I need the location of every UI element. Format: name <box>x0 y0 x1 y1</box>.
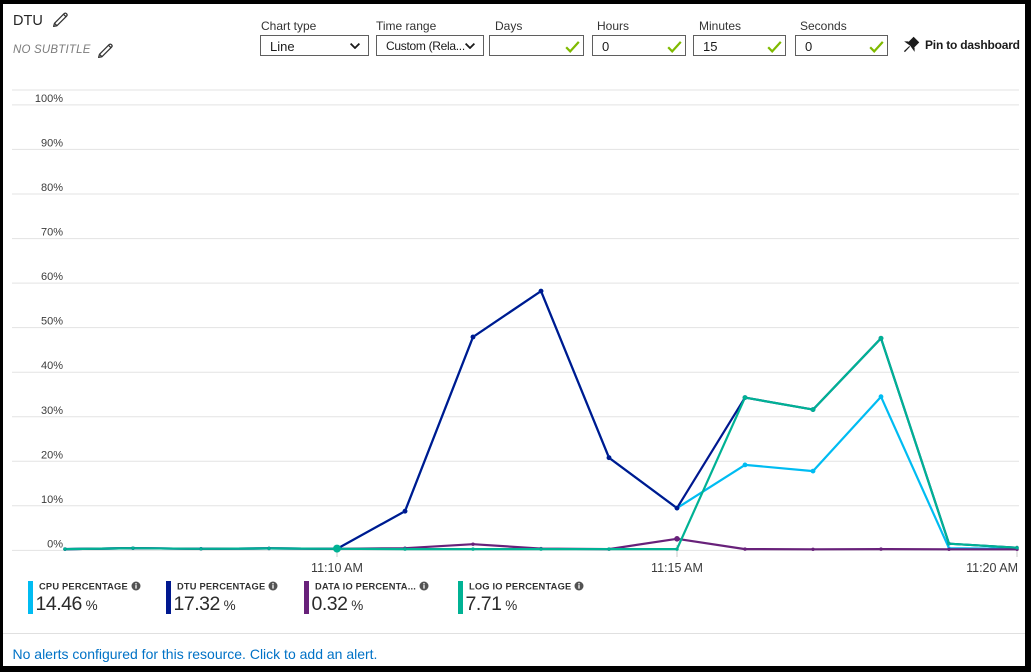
svg-text:20%: 20% <box>41 449 63 461</box>
svg-text:50%: 50% <box>41 316 63 328</box>
svg-text:10%: 10% <box>41 494 63 506</box>
svg-text:30%: 30% <box>41 405 63 417</box>
svg-text:100%: 100% <box>35 93 63 105</box>
svg-text:40%: 40% <box>41 360 63 372</box>
svg-text:11:20 AM: 11:20 AM <box>966 561 1018 575</box>
svg-text:11:15 AM: 11:15 AM <box>651 561 703 575</box>
svg-text:90%: 90% <box>41 137 63 149</box>
svg-text:70%: 70% <box>41 227 63 239</box>
svg-text:80%: 80% <box>41 182 63 194</box>
svg-text:11:10 AM: 11:10 AM <box>311 561 363 575</box>
svg-text:0%: 0% <box>47 538 63 550</box>
svg-text:60%: 60% <box>41 271 63 283</box>
